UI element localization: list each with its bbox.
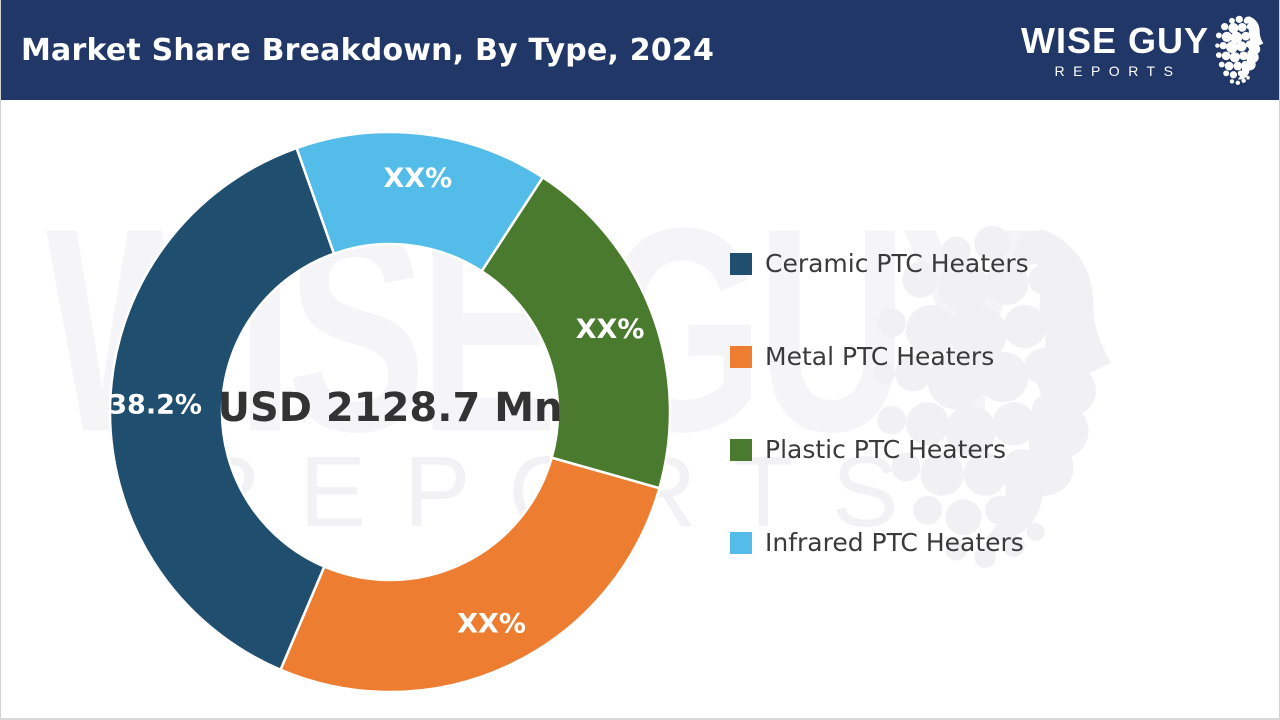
pie-slice-metal-ptc-heaters	[279, 456, 661, 694]
brand-name: WISE GUY	[1020, 19, 1209, 61]
page-title: Market Share Breakdown, By Type, 2024	[21, 32, 715, 68]
legend-swatch	[730, 345, 752, 368]
brand-logo: WISE GUY REPORTS	[1021, 10, 1267, 90]
legend-item: Infrared PTC Heaters	[730, 528, 1029, 557]
donut-chart: 38.2% XX% XX% XX%	[108, 130, 672, 694]
legend-label: Plastic PTC Heaters	[765, 435, 1007, 464]
legend-label: Infrared PTC Heaters	[765, 528, 1024, 557]
slice-label-plastic-ptc-heaters: XX%	[576, 314, 645, 345]
legend-item: Metal PTC Heaters	[730, 342, 1029, 371]
legend-swatch	[730, 531, 752, 554]
slice-label-ceramic-ptc-heaters: 38.2%	[108, 389, 202, 420]
legend-item: Ceramic PTC Heaters	[730, 249, 1029, 278]
legend-label: Metal PTC Heaters	[765, 342, 995, 371]
brand-wordmark: WISE GUY REPORTS	[1020, 19, 1209, 79]
brand-subname: REPORTS	[1054, 62, 1182, 79]
donut-center-value: USD 2128.7 Mn	[217, 385, 563, 431]
header: Market Share Breakdown, By Type, 2024 WI…	[1, 0, 1279, 100]
slice-label-metal-ptc-heaters: XX%	[457, 608, 526, 639]
legend-item: Plastic PTC Heaters	[730, 435, 1029, 464]
legend: Ceramic PTC Heaters Metal PTC Heaters Pl…	[730, 249, 1029, 621]
legend-label: Ceramic PTC Heaters	[765, 249, 1029, 278]
brand-face-icon	[1215, 15, 1264, 86]
slice-label-infrared-ptc-heaters: XX%	[383, 163, 452, 194]
pie-slice-ceramic-ptc-heaters	[108, 146, 336, 671]
legend-swatch	[730, 252, 752, 275]
legend-swatch	[730, 438, 752, 461]
pie-slice-plastic-ptc-heaters	[480, 176, 672, 490]
